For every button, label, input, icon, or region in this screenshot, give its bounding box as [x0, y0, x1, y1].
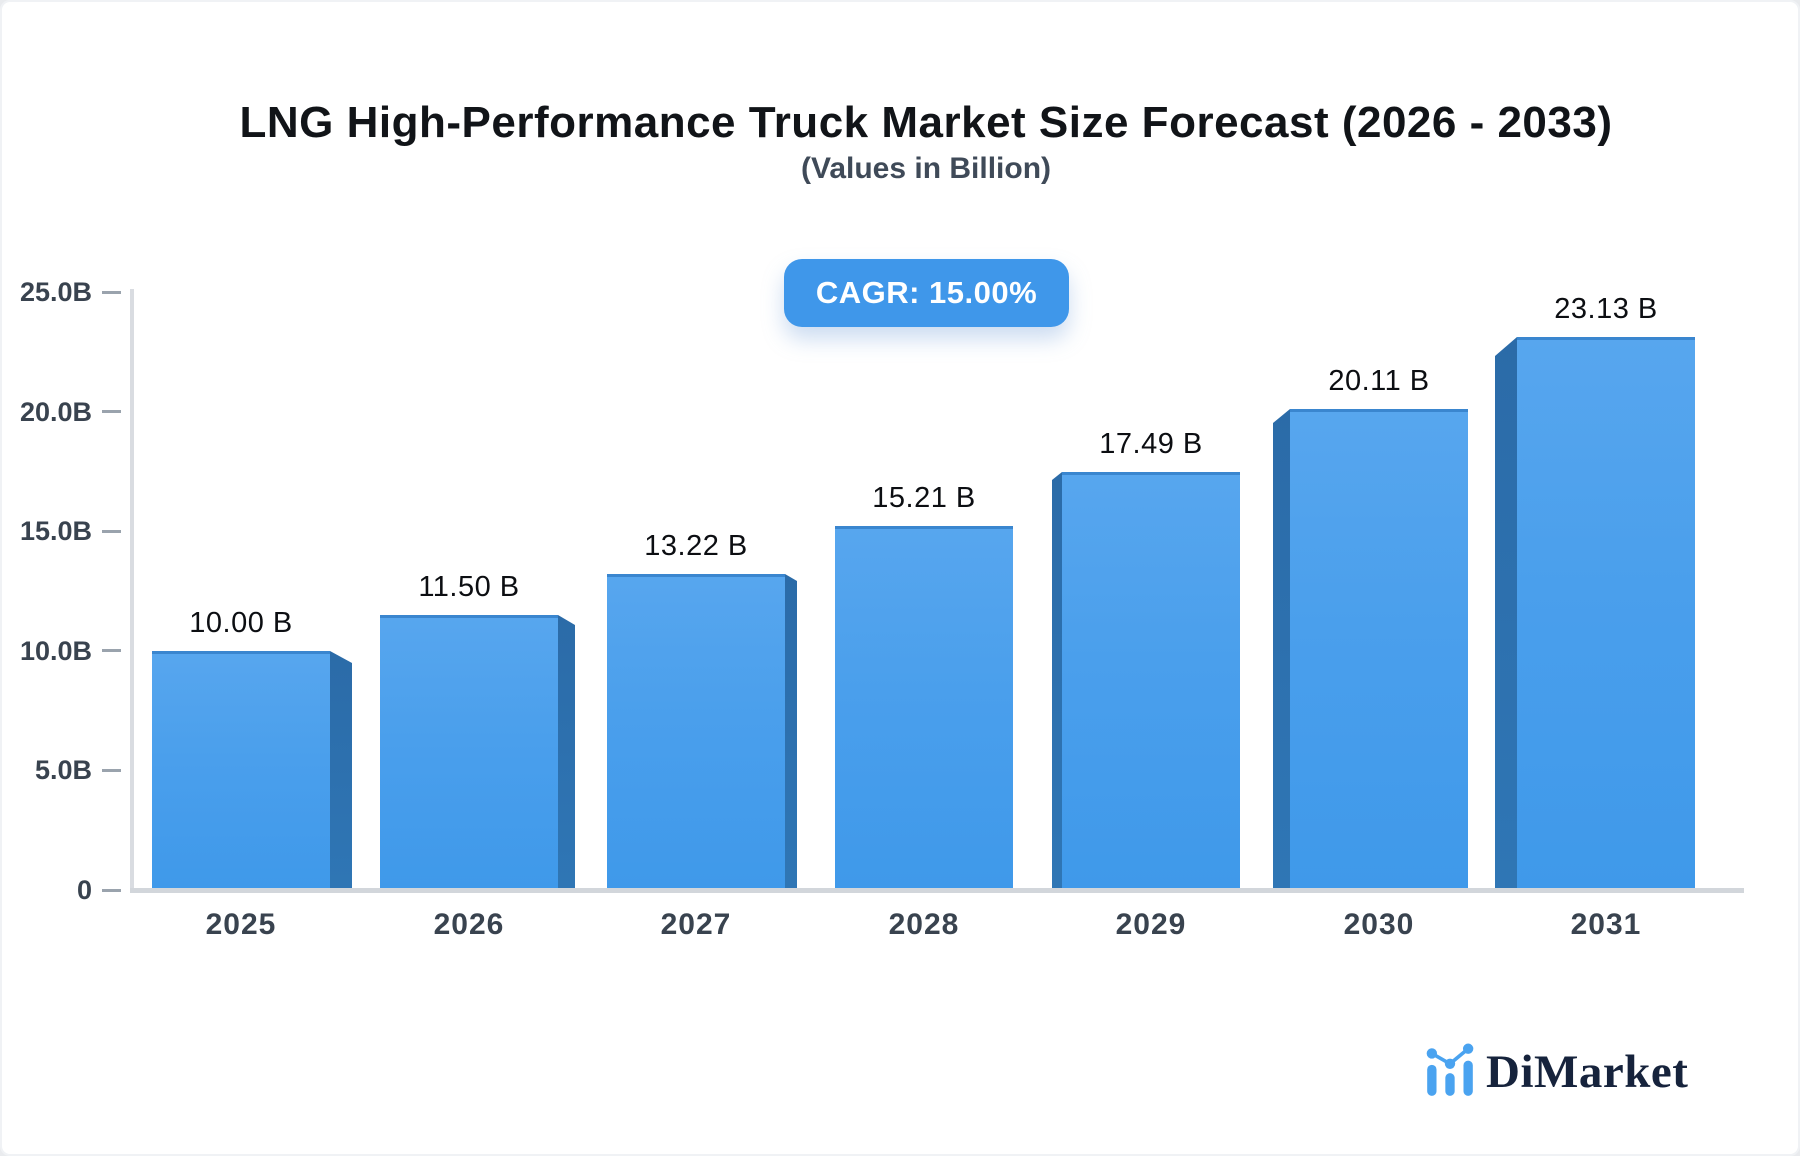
x-axis-label: 2028	[888, 908, 960, 941]
x-axis-label: 2031	[1570, 908, 1642, 941]
bar-value-label: 10.00 B	[189, 607, 293, 639]
bar	[380, 615, 558, 888]
bar-value-label: 23.13 B	[1554, 293, 1658, 325]
bar-side	[1052, 472, 1062, 888]
bar-value-label: 17.49 B	[1099, 428, 1203, 460]
y-axis-tick	[102, 529, 121, 533]
y-axis-tick-label: 10.0B	[19, 635, 92, 666]
y-axis-tick	[102, 410, 121, 414]
chart-bars-icon	[1426, 1043, 1474, 1096]
y-axis-tick	[102, 768, 121, 772]
x-axis-label: 2030	[1343, 908, 1415, 941]
cagr-badge: CAGR: 15.00%	[784, 259, 1069, 327]
bar-side	[1495, 337, 1517, 888]
x-axis-label: 2029	[1115, 908, 1187, 941]
bar	[1517, 337, 1695, 888]
bar-side	[785, 574, 797, 888]
bar-value-label: 13.22 B	[644, 530, 748, 562]
bar-value-label: 11.50 B	[418, 571, 520, 603]
y-axis-tick	[102, 888, 121, 892]
cagr-badge-label: CAGR: 15.00%	[815, 275, 1038, 310]
bar-side	[330, 651, 352, 888]
bar-value-label: 20.11 B	[1328, 365, 1430, 397]
y-axis-tick	[102, 290, 121, 294]
y-axis-tick	[102, 649, 121, 653]
x-axis-label: 2026	[433, 908, 505, 941]
bar	[152, 651, 330, 888]
bar	[1062, 472, 1240, 888]
y-axis-tick-label: 15.0B	[19, 516, 92, 547]
y-axis-line	[130, 289, 134, 891]
chart-title: LNG High-Performance Truck Market Size F…	[239, 98, 1613, 147]
bar	[1290, 409, 1468, 888]
bar-side	[1273, 409, 1290, 888]
bar	[835, 526, 1013, 888]
y-axis-tick-label: 0	[76, 875, 92, 905]
logo-text: DiMarket	[1486, 1046, 1689, 1098]
y-axis-tick-label: 20.0B	[19, 396, 92, 427]
chart-subtitle: (Values in Billion)	[800, 152, 1052, 185]
x-axis-label: 2025	[205, 908, 277, 941]
bar	[607, 574, 785, 888]
bar-value-label: 15.21 B	[872, 482, 976, 514]
y-axis-tick-label: 5.0B	[34, 755, 92, 786]
bar-side	[558, 615, 575, 888]
logo: DiMarket	[1424, 1042, 1688, 1098]
y-axis-tick-label: 25.0B	[19, 277, 92, 307]
x-axis-line	[130, 888, 1744, 893]
x-axis-label: 2027	[660, 908, 732, 941]
